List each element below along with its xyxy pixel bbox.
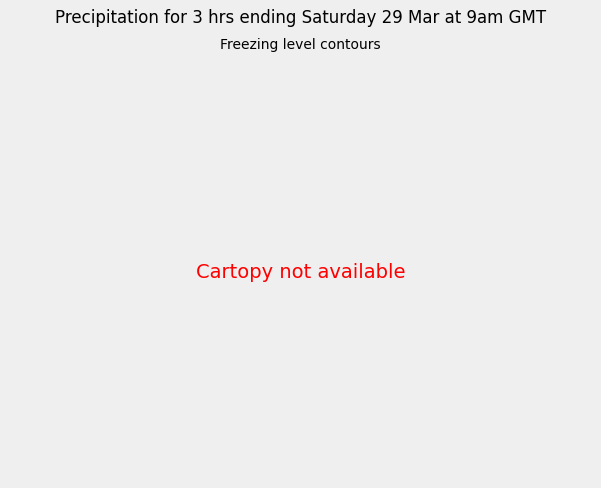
Text: Precipitation for 3 hrs ending Saturday 29 Mar at 9am GMT: Precipitation for 3 hrs ending Saturday … — [55, 9, 546, 27]
Text: Cartopy not available: Cartopy not available — [196, 263, 405, 282]
Text: Freezing level contours: Freezing level contours — [220, 38, 381, 52]
